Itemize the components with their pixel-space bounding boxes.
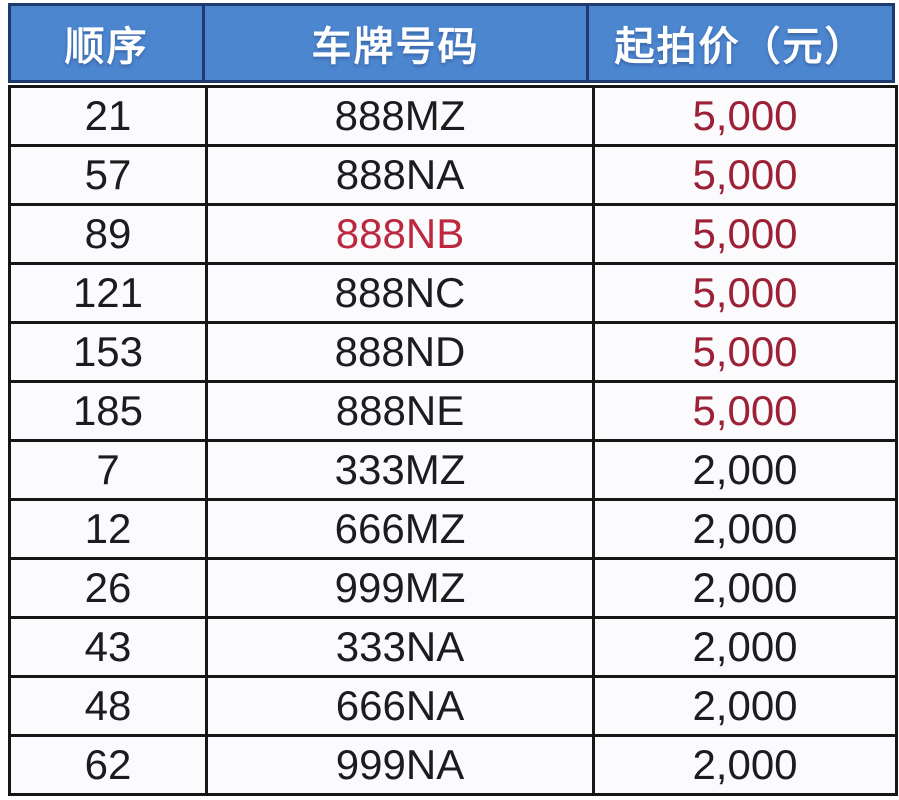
order-cell: 185 [8,380,208,442]
table-row: 185 888NE 5,000 [8,380,898,442]
table-body-grid: 21 888MZ 5,000 57 888NA 5,000 89 888NB 5,000 121 8… [8,85,898,796]
table-body: 21 888MZ 5,000 57 888NA 5,000 89 888NB 5,000 121 8… [8,85,898,796]
price-cell: 5,000 [592,144,898,206]
table-header: 顺序 车牌号码 起拍价（元） [8,3,895,83]
table-row: 57 888NA 5,000 [8,144,898,206]
order-cell: 12 [8,498,208,560]
plate-cell: 666NA [205,675,595,737]
table-row: 12 666MZ 2,000 [8,498,898,560]
order-cell: 153 [8,321,208,383]
plate-cell: 888NC [205,262,595,324]
table-row: 121 888NC 5,000 [8,262,898,324]
table-row: 48 666NA 2,000 [8,675,898,737]
plate-cell: 999MZ [205,557,595,619]
price-cell: 5,000 [592,321,898,383]
price-cell: 5,000 [592,262,898,324]
table-row: 43 333NA 2,000 [8,616,898,678]
order-cell: 121 [8,262,208,324]
price-cell: 5,000 [592,203,898,265]
table-row: 21 888MZ 5,000 [8,85,898,147]
header-plate-number: 车牌号码 [205,6,589,80]
order-cell: 43 [8,616,208,678]
plate-cell: 888NB [205,203,595,265]
table-row: 153 888ND 5,000 [8,321,898,383]
order-cell: 26 [8,557,208,619]
order-cell: 89 [8,203,208,265]
price-cell: 2,000 [592,616,898,678]
table-row: 89 888NB 5,000 [8,203,898,265]
order-cell: 57 [8,144,208,206]
price-cell: 2,000 [592,675,898,737]
price-cell: 5,000 [592,380,898,442]
plate-cell: 888NE [205,380,595,442]
plate-cell: 999NA [205,734,595,796]
price-cell: 2,000 [592,734,898,796]
order-cell: 7 [8,439,208,501]
plate-cell: 333NA [205,616,595,678]
order-cell: 62 [8,734,208,796]
plate-cell: 888NA [205,144,595,206]
plate-cell: 888MZ [205,85,595,147]
header-order: 顺序 [11,6,205,80]
header-starting-price: 起拍价（元） [614,25,867,69]
table-row: 26 999MZ 2,000 [8,557,898,619]
order-cell: 48 [8,675,208,737]
plate-cell: 333MZ [205,439,595,501]
plate-cell: 666MZ [205,498,595,560]
table-row: 62 999NA 2,000 [8,734,898,796]
plate-cell: 888ND [205,321,595,383]
table-row: 7 333MZ 2,000 [8,439,898,501]
price-cell: 2,000 [592,557,898,619]
price-cell: 2,000 [592,498,898,560]
price-cell: 5,000 [592,85,898,147]
license-plate-auction-table: 顺序 车牌号码 起拍价（元） 21 888MZ 5,000 57 888NA 5,000 8… [8,3,898,796]
price-cell: 2,000 [592,439,898,501]
order-cell: 21 [8,85,208,147]
